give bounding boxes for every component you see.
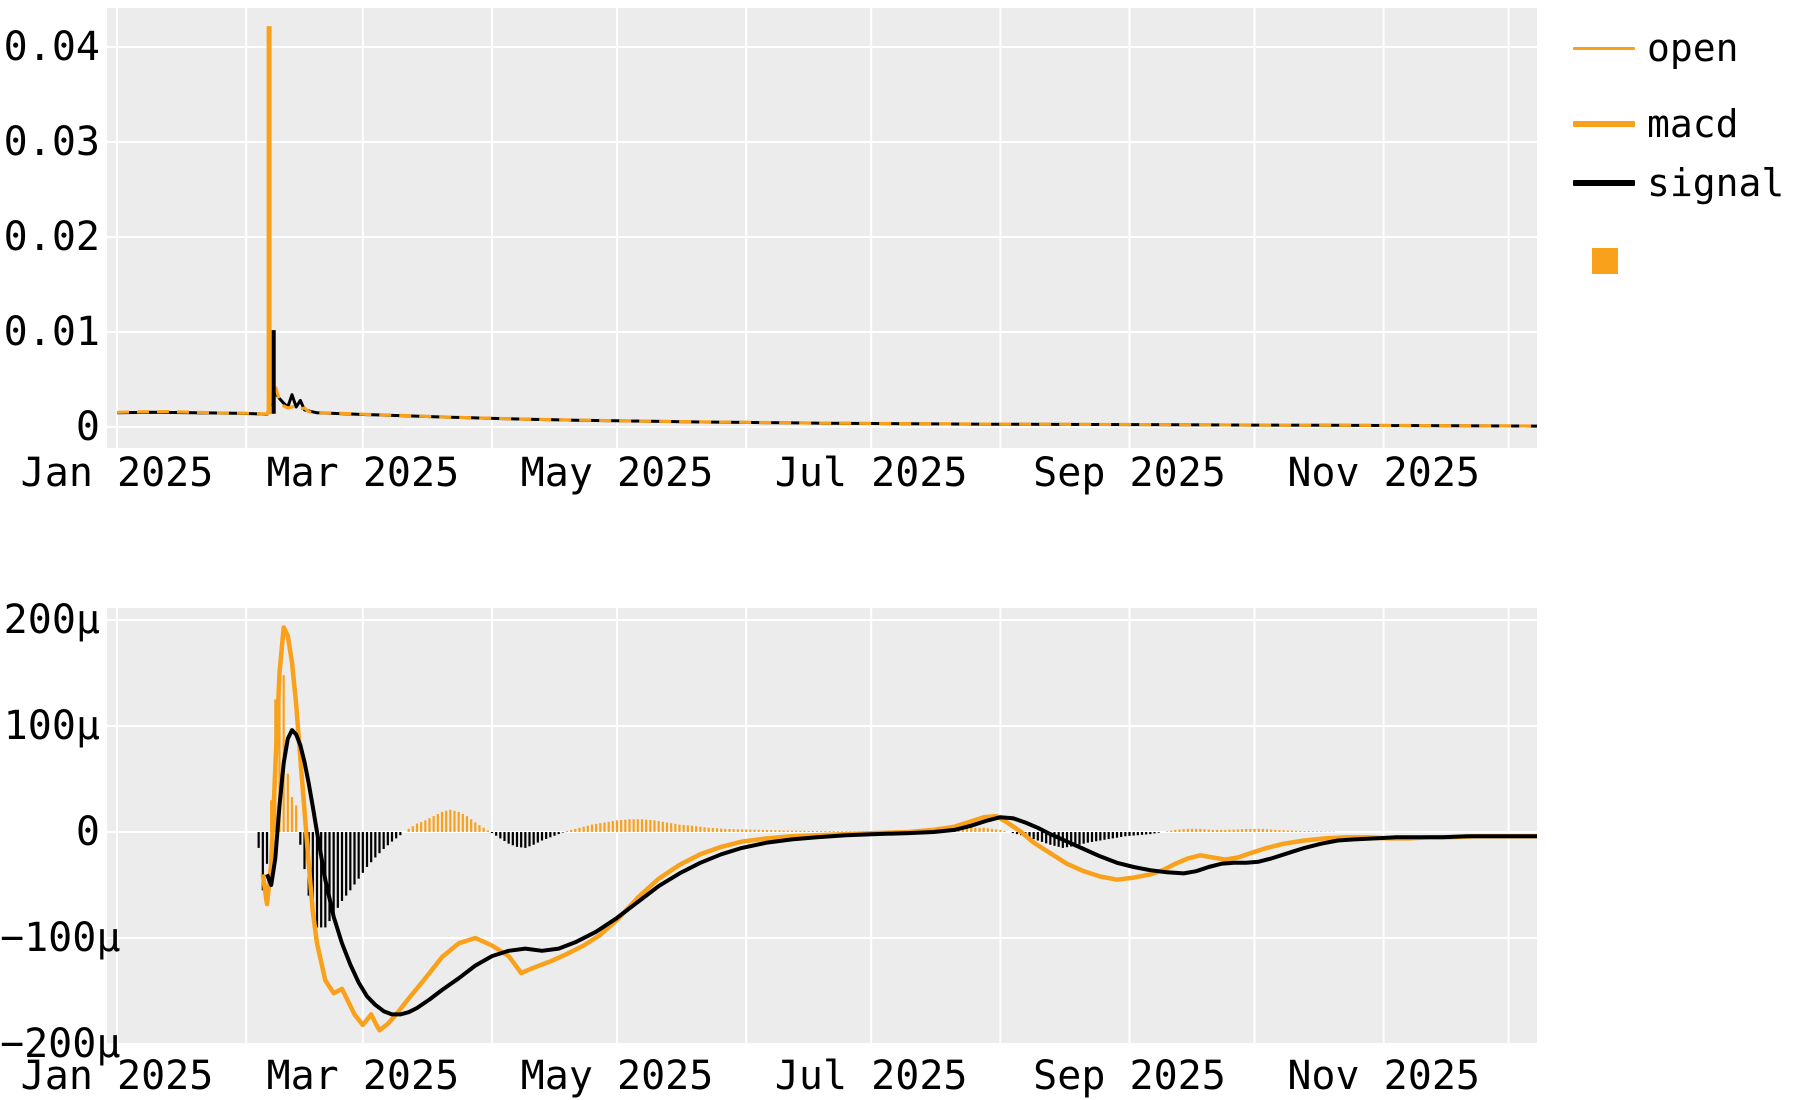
price-x-tick-label: Nov 2025: [1287, 450, 1480, 496]
macd-x-tick-label: Jul 2025: [774, 1053, 968, 1099]
overlay_black-line: [116, 391, 1537, 428]
macd-x-tick-label: Sep 2025: [1033, 1053, 1226, 1099]
macd-y-tick-label: −200µ: [0, 1021, 121, 1068]
price-x-tick-label: Jan 2025: [20, 450, 214, 496]
legend-label-macd: macd: [1647, 102, 1739, 146]
macd-y-tick-label: −100µ: [0, 915, 121, 962]
macd-x-tick-label: May 2025: [520, 1053, 714, 1099]
macd-line: [260, 625, 1537, 1033]
macd-x-tick-label: Jan 2025: [20, 1053, 214, 1099]
legend-item-open: open: [1573, 26, 1739, 70]
signal-line: [265, 728, 1537, 1017]
price-canvas: [107, 8, 1537, 448]
legend-label-open: open: [1647, 26, 1739, 70]
macd-y-tick-label: 100µ: [3, 702, 100, 749]
legend-item-macd: macd: [1573, 102, 1739, 146]
price-y-tick-label: 0.04: [3, 23, 100, 70]
price-x-tick-label: Mar 2025: [266, 450, 460, 496]
price-y-tick-label: 0.01: [3, 308, 100, 355]
open-line-swatch-icon: [1573, 46, 1635, 50]
legend-item-signal: signal: [1573, 161, 1785, 205]
price-y-tick-label: 0.02: [3, 213, 100, 260]
macd-canvas: [107, 608, 1537, 1045]
price-y-tick-label: 0.03: [3, 118, 100, 165]
macd-panel: [107, 608, 1537, 1045]
legend-label-signal: signal: [1647, 161, 1785, 205]
price-x-tick-label: Sep 2025: [1033, 450, 1226, 496]
macd-x-tick-label: Nov 2025: [1287, 1053, 1480, 1099]
price-x-tick-label: Jul 2025: [774, 450, 968, 496]
price-panel: [107, 8, 1537, 448]
macd-line-swatch-icon: [1573, 121, 1635, 127]
signal-line-swatch-icon: [1573, 180, 1635, 186]
macd-y-tick-label: 0: [75, 809, 100, 855]
price-x-tick-label: May 2025: [520, 450, 714, 496]
open-line: [116, 384, 1537, 428]
macd-x-tick-label: Mar 2025: [266, 1053, 460, 1099]
legend: open macd signal: [1573, 0, 1800, 300]
price-y-tick-label: 0: [75, 404, 100, 450]
histogram-square-swatch-icon: [1592, 248, 1618, 274]
macd-y-tick-label: 200µ: [3, 596, 100, 643]
